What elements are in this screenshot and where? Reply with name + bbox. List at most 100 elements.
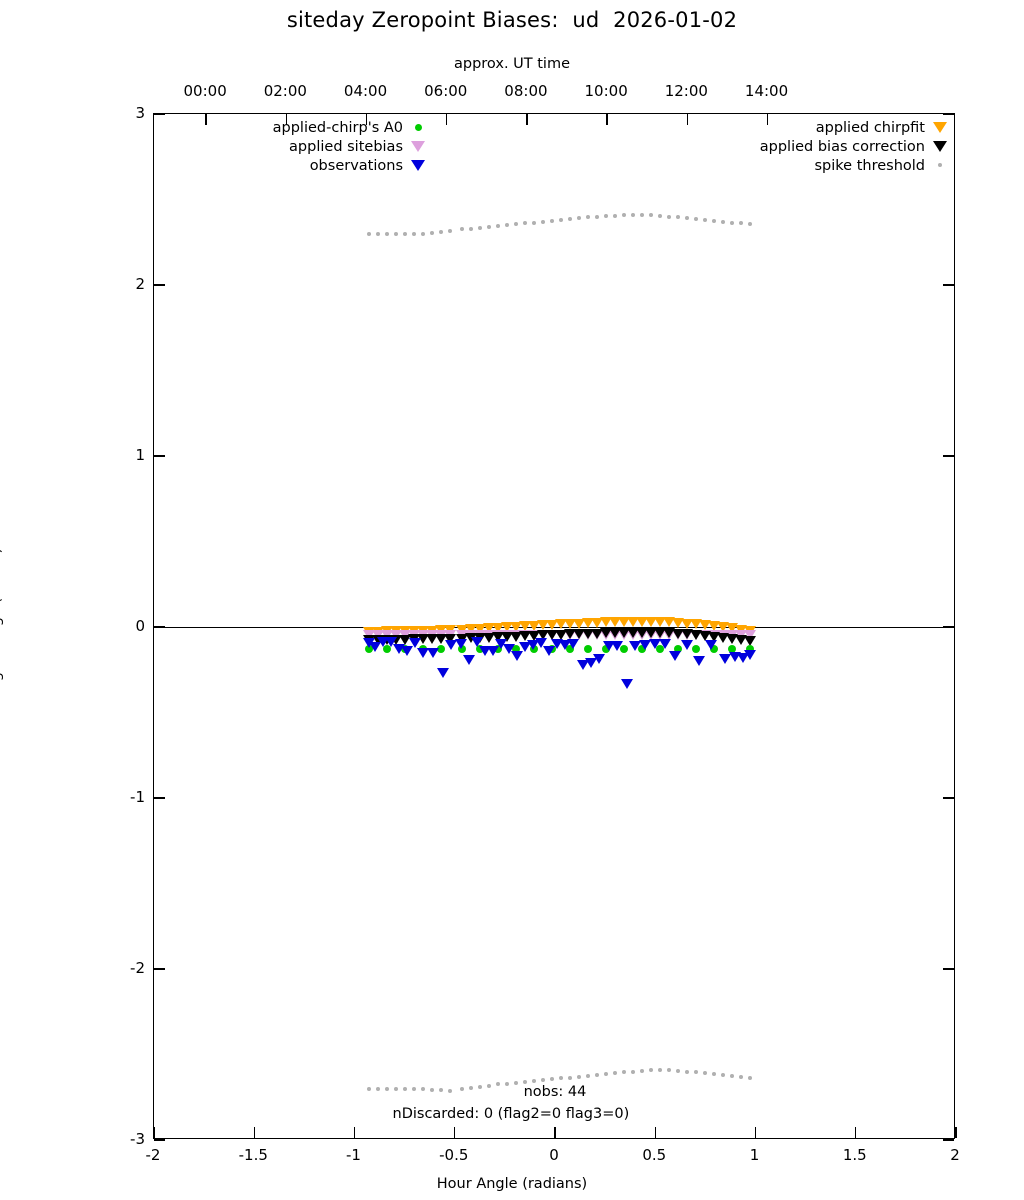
data-point <box>658 213 663 218</box>
page-title: siteday Zeropoint Biases: ud 2026-01-02 <box>286 8 738 32</box>
ut-time-tick-label: 12:00 <box>664 82 708 100</box>
x-tick-bottom <box>855 1127 857 1138</box>
data-point <box>464 624 477 635</box>
series-spike-threshold <box>154 114 954 1138</box>
data-point <box>631 212 636 217</box>
data-point <box>672 617 685 628</box>
data-point <box>375 231 380 236</box>
series-spike-threshold-lower <box>154 114 954 1138</box>
x-tick-top <box>526 114 528 125</box>
x-tick-top <box>606 114 608 125</box>
data-point <box>500 622 513 633</box>
data-point <box>549 1077 554 1082</box>
data-point <box>477 1084 482 1089</box>
data-point <box>444 639 457 650</box>
data-point <box>510 651 523 661</box>
data-point <box>534 637 547 648</box>
data-point <box>382 644 391 653</box>
x-tick-top <box>365 114 368 125</box>
x-tick-bottom <box>253 1127 255 1138</box>
data-point <box>540 219 545 224</box>
x-tick-label: 1.5 <box>842 1146 867 1164</box>
data-point <box>513 222 518 227</box>
plot-area: nobs: 44 nDiscarded: 0 (flag2=0 flag3=0) <box>154 114 954 1138</box>
data-point <box>586 215 591 220</box>
data-point <box>639 639 652 650</box>
data-point <box>504 223 509 228</box>
data-point <box>685 1069 690 1074</box>
plot-frame: nobs: 44 nDiscarded: 0 (flag2=0 flag3=0) <box>153 113 957 1141</box>
data-point <box>669 651 682 661</box>
data-point <box>502 644 515 655</box>
data-point <box>748 1075 753 1080</box>
x-tick-label: 0.5 <box>642 1146 667 1164</box>
data-point <box>555 619 567 630</box>
data-point <box>629 641 642 652</box>
data-point <box>527 630 540 641</box>
data-point <box>699 630 712 641</box>
x-tick-bottom <box>955 1127 957 1138</box>
data-point <box>690 619 703 630</box>
data-point <box>527 620 540 631</box>
data-point <box>717 632 730 643</box>
data-point <box>564 618 577 629</box>
data-point <box>577 216 582 221</box>
x-tick-label: 2 <box>950 1146 960 1164</box>
data-point <box>362 629 375 640</box>
data-point <box>567 638 580 649</box>
data-point <box>708 631 721 642</box>
data-point <box>708 621 721 632</box>
data-point <box>631 1069 636 1074</box>
data-point <box>522 221 527 226</box>
y-tick-right <box>943 626 954 628</box>
data-point <box>371 629 384 640</box>
data-point <box>621 679 634 690</box>
data-point <box>482 632 495 643</box>
data-point <box>654 628 667 639</box>
data-point <box>649 212 654 217</box>
ut-time-tick-label: 08:00 <box>504 82 548 100</box>
data-point <box>495 1082 500 1087</box>
data-point <box>438 1088 443 1093</box>
ut-time-tick-label: 06:00 <box>424 82 468 100</box>
data-point <box>455 633 468 644</box>
data-point <box>663 628 676 639</box>
data-point <box>591 617 604 628</box>
data-point <box>491 632 504 643</box>
data-point <box>518 621 531 632</box>
data-point <box>513 1080 518 1085</box>
data-point <box>676 215 681 220</box>
data-point <box>693 655 706 666</box>
data-point <box>595 1073 600 1078</box>
x-tick-label: -0.5 <box>439 1146 469 1164</box>
data-point <box>559 218 563 223</box>
data-point <box>667 1067 672 1072</box>
data-point <box>531 220 536 225</box>
data-point <box>486 645 499 656</box>
data-point <box>398 634 411 645</box>
y-tick-right <box>943 113 954 115</box>
data-point <box>672 628 685 639</box>
ut-time-tick-label: 14:00 <box>744 82 789 100</box>
data-point <box>509 631 522 642</box>
y-tick-left <box>154 968 165 970</box>
data-point <box>540 1078 545 1083</box>
data-point <box>618 616 631 627</box>
data-point <box>667 214 672 219</box>
data-point <box>595 214 600 219</box>
data-point <box>416 634 429 645</box>
data-point <box>459 227 464 232</box>
x-tick-bottom <box>454 1127 456 1138</box>
data-point <box>712 218 717 223</box>
top-axis-title: approx. UT time <box>454 56 570 72</box>
data-point <box>654 616 667 627</box>
data-point <box>726 633 739 644</box>
data-point <box>730 1073 735 1078</box>
data-point <box>622 1070 627 1075</box>
data-point <box>549 218 554 223</box>
data-point <box>649 1067 654 1072</box>
data-point <box>744 635 757 646</box>
data-point <box>728 644 737 653</box>
y-tick-label: 2 <box>135 275 145 293</box>
data-point <box>366 1086 371 1091</box>
